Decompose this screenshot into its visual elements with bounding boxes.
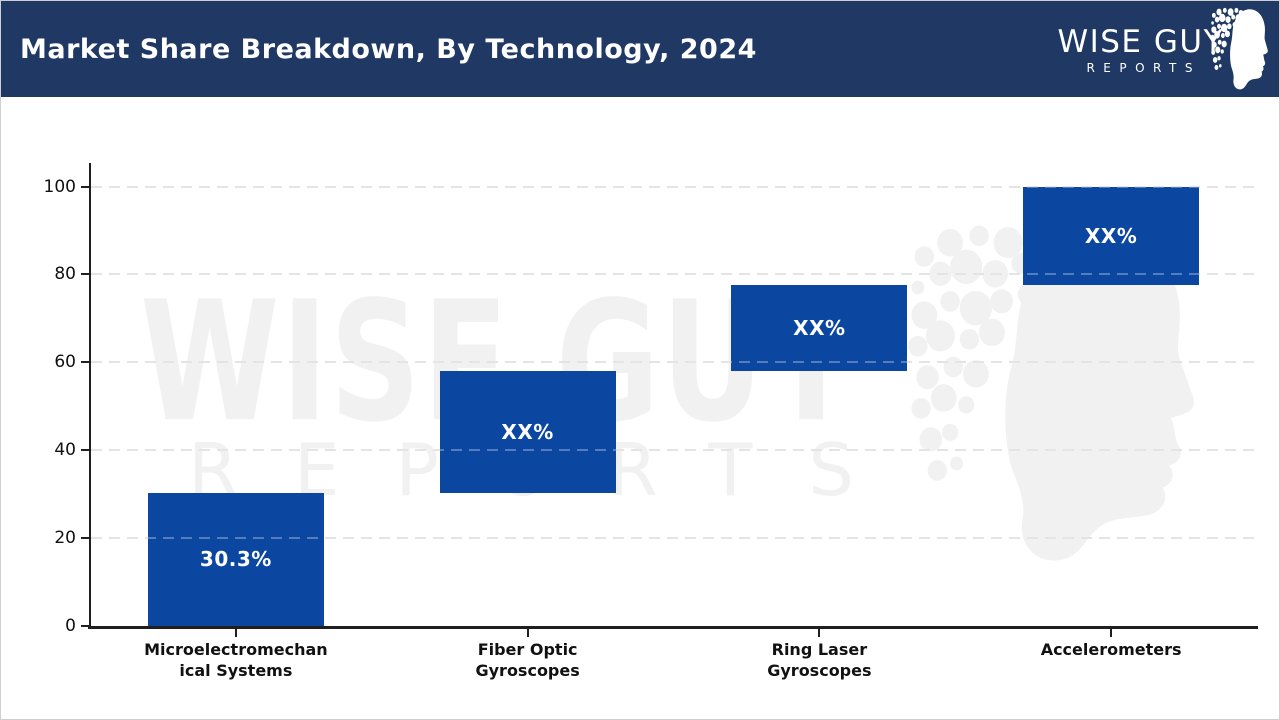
gridline-overlay: [91, 185, 1257, 188]
bar-3: XX%: [731, 285, 908, 372]
y-tick-mark: [81, 537, 89, 540]
x-tick-mark: [1110, 629, 1113, 637]
bar-1: 30.3%: [147, 492, 324, 626]
y-tick-label: 40: [54, 440, 76, 461]
x-axis-label-line: ical Systems: [179, 661, 293, 680]
gridline: [91, 185, 1257, 188]
bar-value-label: XX%: [1084, 223, 1138, 248]
y-tick-label: 80: [54, 264, 76, 285]
y-tick-mark: [81, 273, 89, 276]
x-axis-label: Microelectromechan ical Systems: [96, 639, 376, 681]
bar-4: XX%: [1023, 186, 1200, 286]
gridline: [91, 537, 1257, 540]
gridline-overlay: [91, 537, 1257, 540]
x-axis-label-line: Microelectromechan: [144, 640, 328, 659]
y-axis-spine: [89, 163, 91, 628]
x-axis-label-line: Gyroscopes: [475, 661, 580, 680]
gridline-overlay: [91, 449, 1257, 452]
x-axis-label: Fiber Optic Gyroscopes: [388, 639, 668, 681]
x-axis-label: Ring Laser Gyroscopes: [679, 639, 959, 681]
gridline: [91, 361, 1257, 364]
logo-wordmark: WISE GUY: [1057, 23, 1224, 60]
bar-value-label: XX%: [501, 419, 554, 444]
y-tick-label: 20: [54, 528, 76, 549]
x-tick-mark: [234, 629, 237, 637]
header-bar: Market Share Breakdown, By Technology, 2…: [0, 0, 1280, 97]
logo: WISE GUY REPORTS: [1057, 6, 1268, 92]
gridline-overlay: [91, 361, 1257, 364]
y-tick-mark: [81, 449, 89, 452]
x-axis-spine: [88, 626, 1258, 629]
logo-subtext: REPORTS: [1086, 60, 1201, 75]
y-tick-label: 0: [65, 616, 76, 636]
x-axis-label-line: Ring Laser: [771, 640, 868, 659]
x-axis-label-line: Gyroscopes: [767, 661, 872, 680]
bar-value-label: 30.3%: [199, 547, 272, 572]
y-tick-mark: [81, 185, 89, 188]
logo-text: WISE GUY REPORTS: [1057, 24, 1224, 75]
bar-2: XX%: [439, 371, 616, 493]
x-axis-label: Accelerometers: [971, 639, 1251, 660]
gridline: [91, 449, 1257, 452]
x-axis-label-line: Fiber Optic: [477, 640, 578, 659]
gridline-overlay: [91, 273, 1257, 276]
logo-face-icon: [1210, 7, 1268, 90]
y-tick-label: 60: [54, 352, 76, 373]
y-tick-label: 100: [43, 176, 76, 197]
gridline: [91, 273, 1257, 276]
y-tick-mark: [81, 361, 89, 364]
page-title: Market Share Breakdown, By Technology, 2…: [20, 34, 757, 65]
bar-value-label: XX%: [793, 316, 846, 341]
x-tick-mark: [526, 629, 529, 637]
y-tick-mark: [81, 625, 89, 627]
x-tick-mark: [818, 629, 821, 637]
x-axis-label-line: Accelerometers: [1040, 640, 1182, 659]
